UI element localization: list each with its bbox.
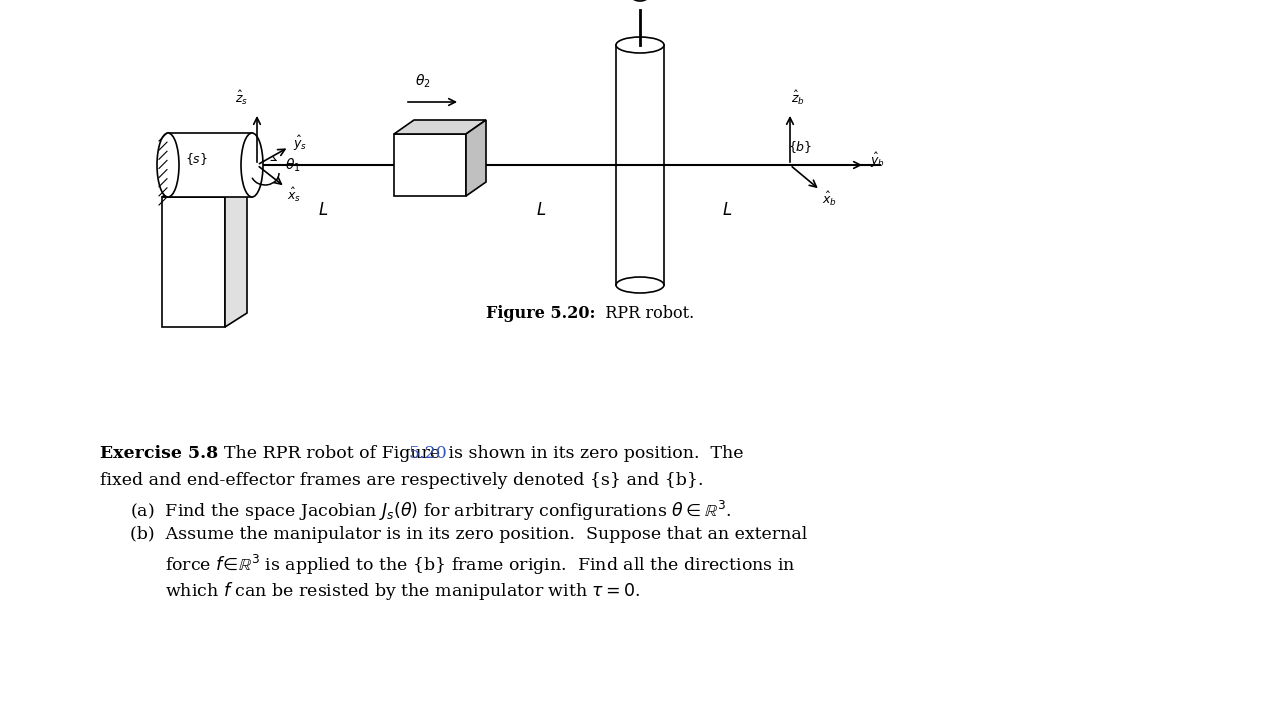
Text: $\{b\}$: $\{b\}$: [788, 139, 813, 155]
Polygon shape: [163, 183, 247, 197]
Text: 5.20: 5.20: [410, 445, 448, 462]
Text: $\hat{x}_b$: $\hat{x}_b$: [822, 190, 837, 208]
Polygon shape: [394, 120, 486, 134]
Text: which $f$ can be resisted by the manipulator with $\tau = 0$.: which $f$ can be resisted by the manipul…: [165, 580, 641, 602]
Text: $\hat{z}_b$: $\hat{z}_b$: [791, 89, 805, 107]
Ellipse shape: [157, 133, 179, 197]
Text: The RPR robot of Figure: The RPR robot of Figure: [212, 445, 445, 462]
Polygon shape: [466, 120, 486, 196]
Text: (b)  Assume the manipulator is in its zero position.  Suppose that an external: (b) Assume the manipulator is in its zer…: [131, 526, 808, 543]
Bar: [168, 133, 252, 197]
Text: $\hat{x}_s$: $\hat{x}_s$: [287, 186, 301, 204]
Text: Figure 5.20:: Figure 5.20:: [485, 304, 595, 321]
Text: force $f\!\in\!\mathbb{R}^3$ is applied to the {b} frame origin.  Find all the d: force $f\!\in\!\mathbb{R}^3$ is applied …: [165, 553, 796, 577]
Text: $\hat{y}_b$: $\hat{y}_b$: [870, 150, 884, 169]
Text: $L$: $L$: [317, 201, 328, 219]
Polygon shape: [163, 197, 225, 327]
Text: Exercise 5.8: Exercise 5.8: [100, 445, 218, 462]
Text: $\{s\}$: $\{s\}$: [184, 151, 207, 167]
Text: fixed and end-effector frames are respectively denoted {s} and {b}.: fixed and end-effector frames are respec…: [100, 472, 704, 489]
Text: (a)  Find the space Jacobian $J_s(\theta)$ for arbitrary configurations $\theta : (a) Find the space Jacobian $J_s(\theta)…: [131, 499, 731, 523]
Text: $L$: $L$: [722, 201, 732, 219]
Text: is shown in its zero position.  The: is shown in its zero position. The: [443, 445, 744, 462]
Text: $\hat{z}_s$: $\hat{z}_s$: [236, 89, 248, 107]
Ellipse shape: [241, 133, 262, 197]
Text: RPR robot.: RPR robot.: [595, 304, 694, 321]
Text: $\theta_2$: $\theta_2$: [415, 72, 431, 90]
Bar: [394, 134, 466, 196]
Text: $\theta_1$: $\theta_1$: [285, 156, 301, 174]
Text: $\hat{y}_s$: $\hat{y}_s$: [293, 134, 307, 153]
Ellipse shape: [616, 277, 664, 293]
Ellipse shape: [616, 37, 664, 53]
Text: $L$: $L$: [536, 201, 547, 219]
Polygon shape: [225, 183, 247, 327]
